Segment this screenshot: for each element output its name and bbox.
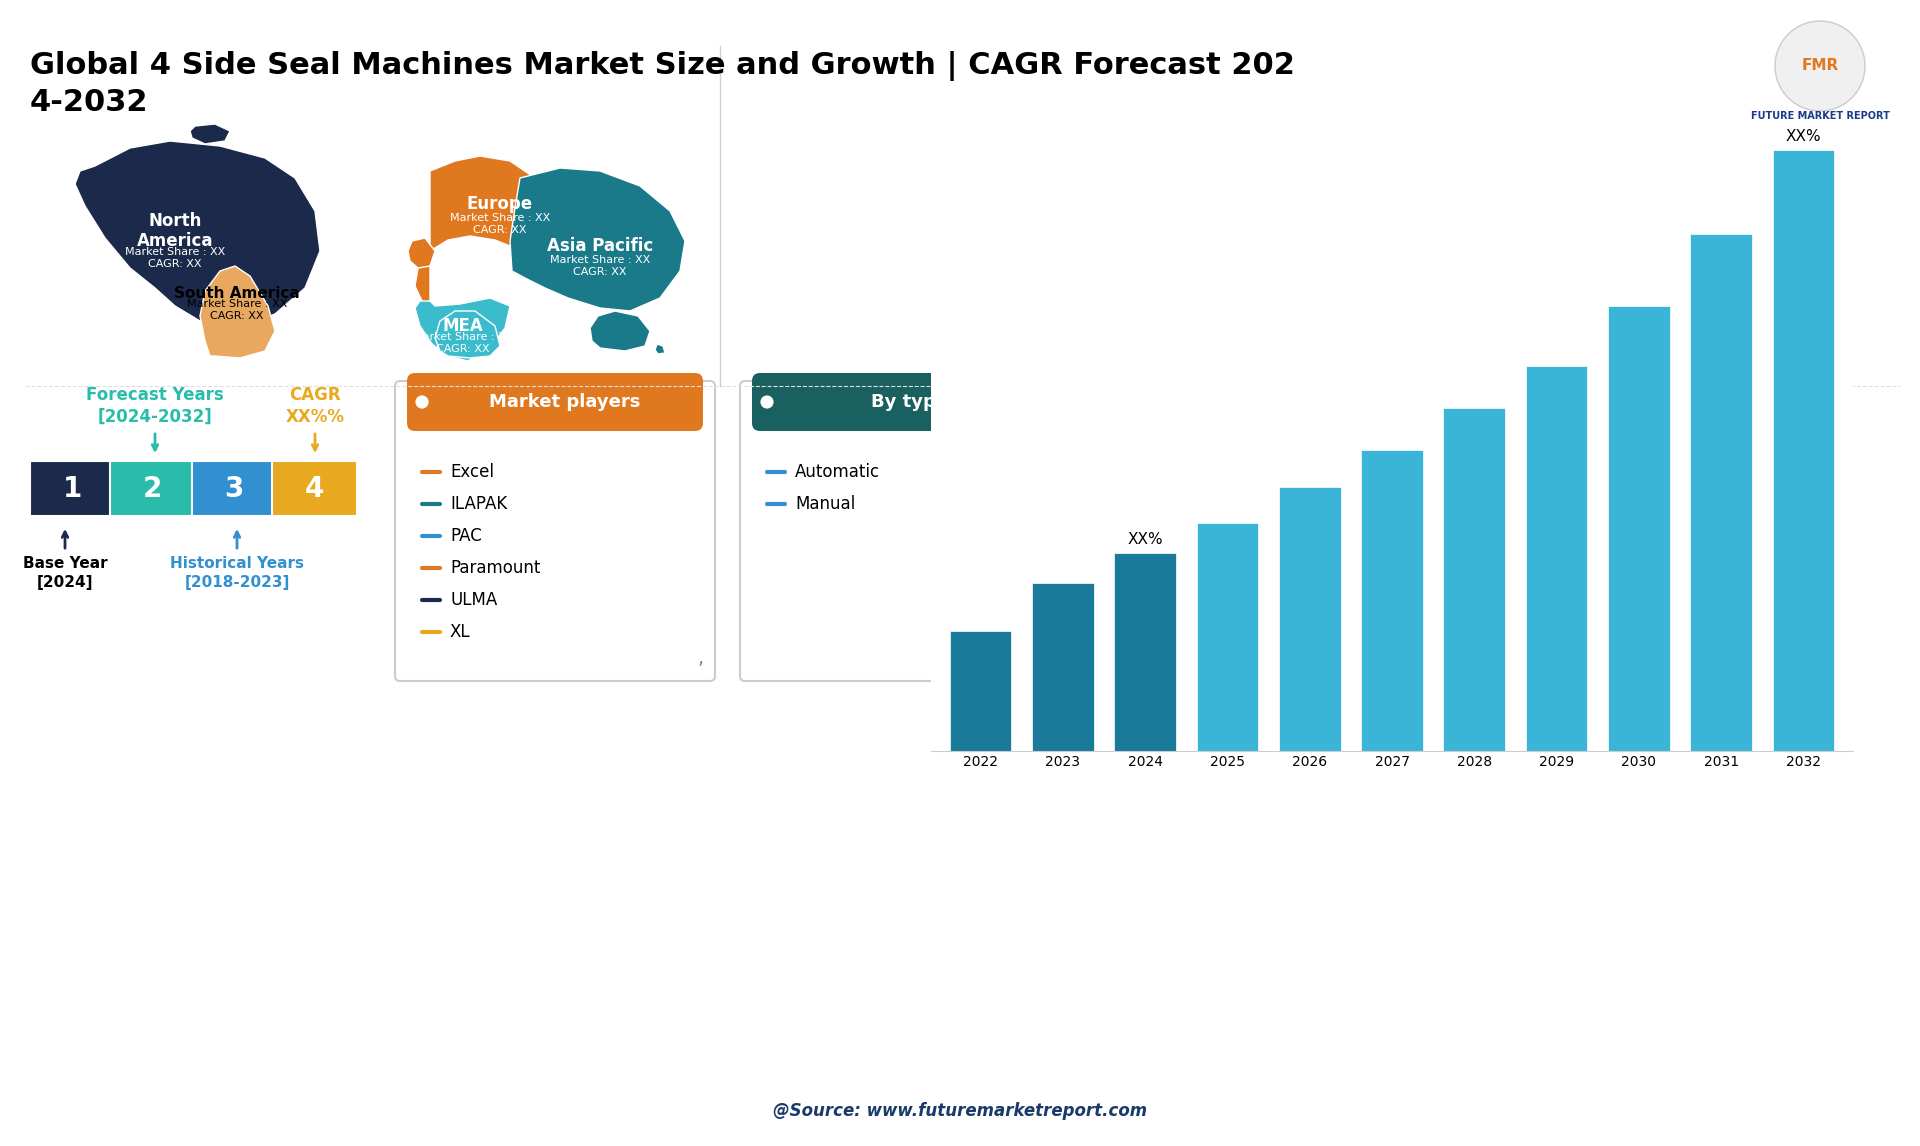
Bar [1361,450,1423,751]
Circle shape [1774,21,1864,111]
Text: PAC: PAC [449,527,482,545]
Polygon shape [200,266,275,358]
FancyBboxPatch shape [1079,380,1400,681]
Bar [1114,552,1175,751]
Polygon shape [511,168,685,311]
Text: ULMA: ULMA [449,591,497,609]
Text: Consumer: Consumer [1135,463,1219,481]
Text: ,: , [699,649,705,668]
Polygon shape [273,461,357,516]
Polygon shape [407,238,436,268]
Text: XL: XL [449,623,470,641]
Text: FMR: FMR [1801,58,1839,73]
Polygon shape [415,156,555,306]
Bar [1526,367,1588,751]
Text: 1: 1 [61,474,83,503]
Text: 3: 3 [225,474,244,503]
Bar [1031,582,1094,751]
Circle shape [415,394,430,410]
FancyBboxPatch shape [407,372,703,431]
Bar [1690,235,1751,751]
Bar [1772,150,1834,751]
Bar [1196,523,1258,751]
Text: Base Year
[2024]: Base Year [2024] [23,556,108,589]
Polygon shape [436,311,499,358]
Polygon shape [192,461,296,516]
Polygon shape [31,461,132,516]
Text: By type: By type [872,393,948,411]
Text: 2: 2 [142,474,161,503]
FancyBboxPatch shape [396,380,714,681]
Polygon shape [190,124,230,144]
Bar [1609,306,1670,751]
Polygon shape [655,344,664,354]
Text: XX%: XX% [1786,129,1822,144]
Text: Market Share : XX
CAGR: XX: Market Share : XX CAGR: XX [449,213,551,235]
Text: Market players: Market players [490,393,641,411]
Text: Automatic: Automatic [795,463,879,481]
Text: Global 4 Side Seal Machines Market Size and Growth | CAGR Forecast 202
4-2032: Global 4 Side Seal Machines Market Size … [31,52,1294,117]
Text: FUTURE MARKET REPORT: FUTURE MARKET REPORT [1751,111,1889,121]
Text: Excel: Excel [449,463,493,481]
Text: Market Share : XX
CAGR: XX: Market Share : XX CAGR: XX [125,246,225,269]
Polygon shape [415,298,511,361]
Text: Market Share : XX
CAGR: XX: Market Share : XX CAGR: XX [549,254,651,277]
FancyBboxPatch shape [1092,372,1388,431]
FancyBboxPatch shape [753,372,1048,431]
Polygon shape [589,311,651,351]
Bar [1279,487,1340,751]
Polygon shape [75,141,321,328]
Text: Forecast Years
[2024-2032]: Forecast Years [2024-2032] [86,386,225,426]
Text: ,: , [1043,649,1048,668]
Text: CAGR
XX%%: CAGR XX%% [286,386,344,426]
Text: North
America: North America [136,212,213,250]
Text: MEA: MEA [444,317,484,335]
Text: Paramount: Paramount [449,559,540,576]
Text: 4 Side Seal Machines
Market Size Growth In
Bln or Mln: 4 Side Seal Machines Market Size Growth … [1000,160,1244,230]
Polygon shape [109,461,213,516]
Bar [950,630,1012,751]
Circle shape [758,394,776,410]
Text: Electronic: Electronic [1135,495,1217,513]
Text: @Source: www.futuremarketreport.com: @Source: www.futuremarketreport.com [774,1102,1146,1120]
Text: Asia Pacific: Asia Pacific [547,237,653,256]
FancyBboxPatch shape [739,380,1060,681]
Text: Market Share : XX
CAGR: XX: Market Share : XX CAGR: XX [413,332,513,354]
Text: South America: South America [175,285,300,300]
Circle shape [1098,394,1116,410]
Text: Market Share : XX
CAGR: XX: Market Share : XX CAGR: XX [186,299,288,321]
Text: Europe: Europe [467,195,534,213]
Text: ILAPAK: ILAPAK [449,495,507,513]
Bar [1444,408,1505,751]
Polygon shape [215,325,246,356]
Text: Manual: Manual [795,495,854,513]
Text: XX%: XX% [1127,532,1164,547]
Text: By application: By application [1179,393,1323,411]
Text: ,: , [1382,649,1390,668]
Text: Historical Years
[2018-2023]: Historical Years [2018-2023] [171,556,303,589]
Text: 4: 4 [303,474,324,503]
